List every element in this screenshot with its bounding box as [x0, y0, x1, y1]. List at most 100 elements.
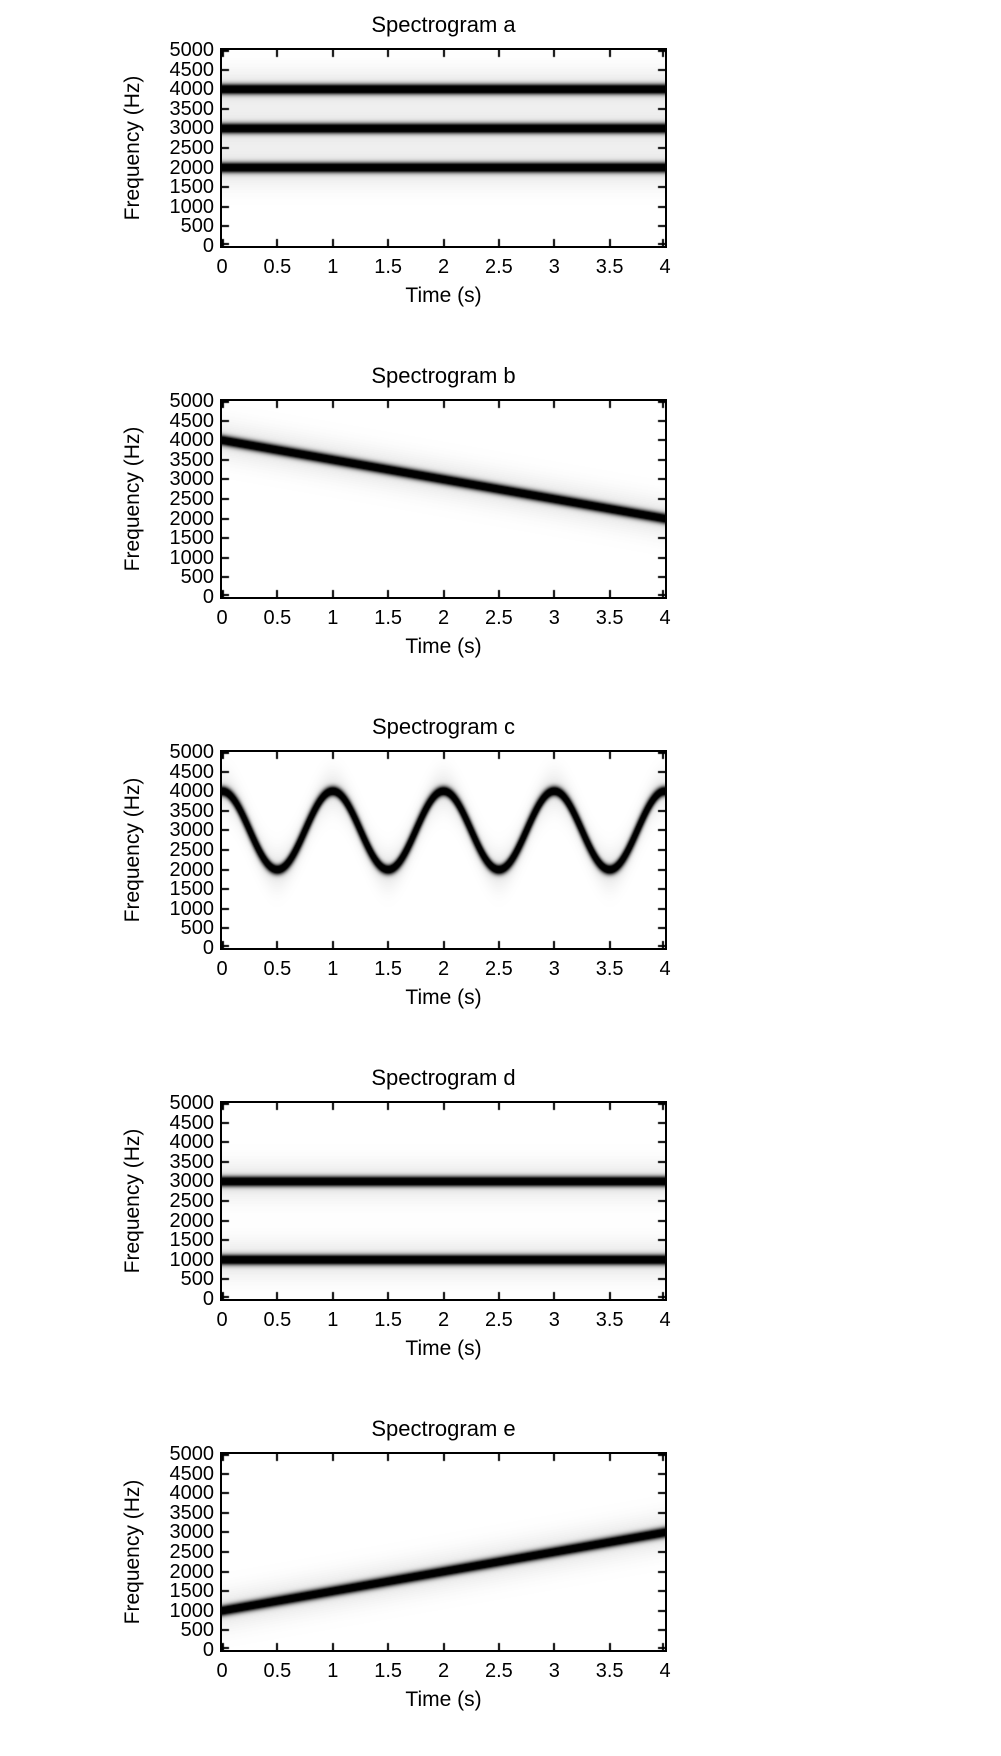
- y-tick-label: 5000: [169, 39, 215, 61]
- y-tick-label: 4500: [169, 58, 215, 81]
- spectrogram-d-panel: Spectrogram d Frequency (Hz) 0 500 1000 150…: [0, 1053, 1001, 1404]
- y-tick-label: 3500: [169, 799, 215, 822]
- y-tick-label: 3000: [169, 819, 215, 842]
- y-tick-label: 4500: [169, 409, 215, 432]
- x-tick-label: 2: [437, 1309, 450, 1331]
- x-tick-label: 3.5: [595, 1309, 624, 1331]
- spectrogram-canvas: [222, 1103, 665, 1299]
- spectrogram-canvas: [222, 401, 665, 597]
- y-tick-label: 2000: [169, 1209, 215, 1232]
- y-tick-label: 0: [202, 1288, 214, 1310]
- chart-title: Spectrogram d: [371, 1065, 516, 1090]
- x-tick-label: 2.5: [484, 1660, 513, 1682]
- chart-title: Spectrogram b: [371, 363, 516, 388]
- y-tick-label: 3500: [169, 97, 215, 120]
- y-tick-label: 5000: [169, 1092, 215, 1114]
- x-axis-label: Time (s): [405, 284, 482, 307]
- x-tick-label: 0.5: [263, 1660, 292, 1682]
- spectrogram-e-panel: Spectrogram e Frequency (Hz) 0 500 1000 150…: [0, 1404, 1001, 1755]
- x-tick-label: 1.5: [374, 958, 403, 980]
- y-tick-label: 2500: [169, 1541, 215, 1563]
- chart-title: Spectrogram c: [371, 714, 516, 739]
- x-tick-label: 1: [327, 607, 339, 629]
- y-tick-label: 2000: [169, 156, 215, 179]
- y-tick-label: 1000: [169, 195, 215, 218]
- y-tick-label: 1500: [169, 527, 215, 550]
- y-tick-label: 2500: [169, 488, 215, 510]
- y-tick-label: 2500: [169, 137, 215, 159]
- x-tick-label: 1.5: [374, 256, 403, 278]
- x-tick-label: 0: [216, 607, 228, 629]
- y-tick-label: 5000: [169, 390, 215, 412]
- y-tick-label: 4000: [169, 429, 215, 452]
- plot-area: [220, 1452, 667, 1652]
- plot-area: [220, 48, 667, 248]
- x-tick-label: 1: [327, 256, 339, 278]
- y-tick-label: 1500: [169, 1229, 215, 1252]
- x-tick-label: 3: [548, 958, 560, 980]
- x-tick-label: 0.5: [263, 256, 292, 278]
- x-tick-label: 4: [659, 958, 671, 980]
- y-tick-label: 0: [202, 235, 214, 257]
- x-tick-label: 0.5: [263, 1309, 292, 1331]
- spectrogram-canvas: [222, 752, 665, 948]
- y-tick-label: 3000: [169, 1521, 215, 1544]
- x-tick-label: 0: [216, 958, 228, 980]
- x-tick-label: 3: [548, 256, 560, 278]
- spectrogram-c-panel: Spectrogram c Frequency (Hz) 0 500 1000 150…: [0, 702, 1001, 1053]
- y-tick-label: 4500: [169, 760, 215, 783]
- chart-title: Spectrogram a: [371, 12, 516, 37]
- x-tick-label: 2: [437, 958, 450, 980]
- y-tick-label: 3000: [169, 117, 215, 140]
- y-tick-label: 0: [202, 586, 214, 608]
- x-tick-label: 3.5: [595, 1660, 624, 1682]
- y-tick-label: 5000: [169, 741, 215, 763]
- x-tick-label: 3: [548, 1660, 560, 1682]
- y-tick-label: 4000: [169, 78, 215, 101]
- y-tick-label: 3500: [169, 1150, 215, 1173]
- x-tick-label: 0: [216, 1660, 228, 1682]
- y-tick-label: 4500: [169, 1111, 215, 1134]
- y-tick-label: 1000: [169, 897, 215, 920]
- y-tick-label: 3000: [169, 468, 215, 491]
- y-tick-label: 3000: [169, 1170, 215, 1193]
- y-tick-label: 4000: [169, 1482, 215, 1505]
- x-tick-label: 2: [437, 256, 450, 278]
- y-tick-label: 4500: [169, 1462, 215, 1485]
- x-tick-label: 2.5: [484, 607, 513, 629]
- x-tick-label: 0.5: [263, 607, 292, 629]
- x-tick-label: 3.5: [595, 607, 624, 629]
- x-tick-label: 1: [327, 1660, 339, 1682]
- spectrogram-a-panel: Spectrogram a Frequency (Hz) 0 500 1000 150…: [0, 0, 1001, 351]
- x-tick-label: 3.5: [595, 958, 624, 980]
- x-tick-label: 1.5: [374, 1309, 403, 1331]
- x-axis-label: Time (s): [405, 1688, 482, 1711]
- x-axis-label: Time (s): [405, 986, 482, 1009]
- x-tick-label: 4: [659, 1660, 671, 1682]
- y-tick-label: 500: [180, 917, 214, 940]
- x-tick-label: 3: [548, 607, 560, 629]
- x-tick-label: 1: [327, 958, 339, 980]
- y-tick-label: 2000: [169, 858, 215, 881]
- y-tick-label: 1500: [169, 176, 215, 199]
- x-tick-label: 2.5: [484, 958, 513, 980]
- y-tick-label: 2500: [169, 839, 215, 861]
- y-tick-label: 3500: [169, 1501, 215, 1524]
- x-tick-label: 1.5: [374, 607, 403, 629]
- y-tick-label: 500: [180, 1619, 214, 1642]
- spectrogram-b-panel: Spectrogram b Frequency (Hz) 0 500 1000 150…: [0, 351, 1001, 702]
- y-tick-label: 2000: [169, 1560, 215, 1583]
- chart-title: Spectrogram e: [371, 1416, 516, 1441]
- x-tick-label: 2: [437, 1660, 450, 1682]
- plot-area: [220, 750, 667, 950]
- plot-area: [220, 1101, 667, 1301]
- x-axis-label: Time (s): [405, 1337, 482, 1360]
- x-tick-label: 3: [548, 1309, 560, 1331]
- y-tick-label: 4000: [169, 780, 215, 803]
- spectrogram-canvas: [222, 1454, 665, 1650]
- y-tick-label: 4000: [169, 1131, 215, 1154]
- y-tick-label: 500: [180, 1268, 214, 1291]
- y-tick-label: 0: [202, 1639, 214, 1661]
- y-tick-label: 500: [180, 215, 214, 238]
